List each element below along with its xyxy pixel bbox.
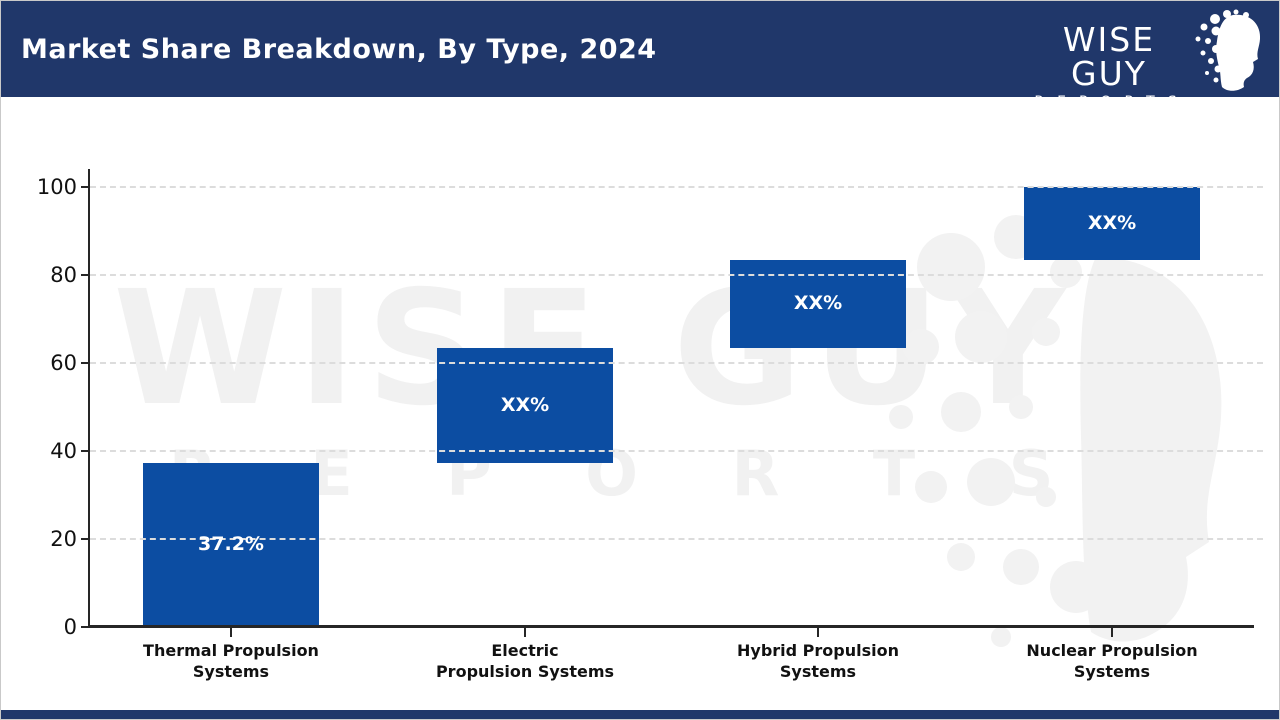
y-axis-tick <box>81 626 89 628</box>
x-axis-category-label: Nuclear Propulsion Systems <box>972 640 1252 682</box>
x-axis-category-line: Systems <box>192 662 270 681</box>
y-axis-tick <box>81 186 89 188</box>
dotted-face-icon <box>1195 9 1261 91</box>
x-axis-category-line: Systems <box>779 662 857 681</box>
y-axis-tick <box>81 538 89 540</box>
y-axis-tick <box>81 274 89 276</box>
wise-guy-reports-logo: WISE GUY REPORTS <box>1023 7 1263 110</box>
bar-value-label: XX% <box>1087 211 1137 234</box>
x-axis-category-label: Thermal Propulsion Systems <box>91 640 371 682</box>
gridline <box>90 186 1263 188</box>
x-axis-category-label: Electric Propulsion Systems <box>385 640 665 682</box>
x-axis-tick <box>230 628 232 637</box>
bar-segment <box>143 463 319 627</box>
bar-value-label: XX% <box>793 292 843 315</box>
x-axis-tick <box>524 628 526 637</box>
y-axis-tick <box>81 362 89 364</box>
y-axis-tick-label: 100 <box>36 175 77 199</box>
y-axis-tick-label: 80 <box>50 263 77 287</box>
y-axis-line <box>88 169 90 628</box>
page-title: Market Share Breakdown, By Type, 2024 <box>21 33 657 65</box>
gridline <box>90 274 1263 276</box>
bar-value-label: 37.2% <box>198 533 264 556</box>
x-axis-category-line: Systems <box>1073 662 1151 681</box>
logo-text: WISE GUY REPORTS <box>1023 20 1195 111</box>
x-axis-category-label: Hybrid Propulsion Systems <box>678 640 958 682</box>
x-axis-tick <box>817 628 819 637</box>
x-axis-category-line: Thermal Propulsion <box>143 641 319 660</box>
header-bar: Market Share Breakdown, By Type, 2024 WI… <box>1 1 1279 110</box>
x-axis-category-line: Propulsion Systems <box>435 662 615 681</box>
x-axis-category-line: Nuclear Propulsion <box>1026 641 1198 660</box>
x-axis-tick <box>1111 628 1113 637</box>
x-axis-category-line: Electric <box>491 641 559 660</box>
logo-subtitle: REPORTS <box>1034 94 1190 110</box>
bar-value-label: XX% <box>500 393 550 416</box>
y-axis-tick-label: 0 <box>63 615 77 639</box>
gridline <box>90 450 1263 452</box>
x-axis-category-line: Hybrid Propulsion <box>737 641 899 660</box>
watermark-dotted-face <box>889 215 1222 647</box>
gridline <box>90 538 1263 540</box>
y-axis-tick-label: 20 <box>50 527 77 551</box>
bar-segment <box>437 348 613 464</box>
y-axis-tick-label: 60 <box>50 351 77 375</box>
logo-wordmark: WISE GUY <box>1062 20 1156 93</box>
bar-segment <box>1024 187 1200 261</box>
gridline <box>90 362 1263 364</box>
y-axis-tick <box>81 450 89 452</box>
y-axis-tick-label: 40 <box>50 439 77 463</box>
footer-bar <box>1 710 1279 719</box>
x-axis-line <box>88 625 1254 628</box>
